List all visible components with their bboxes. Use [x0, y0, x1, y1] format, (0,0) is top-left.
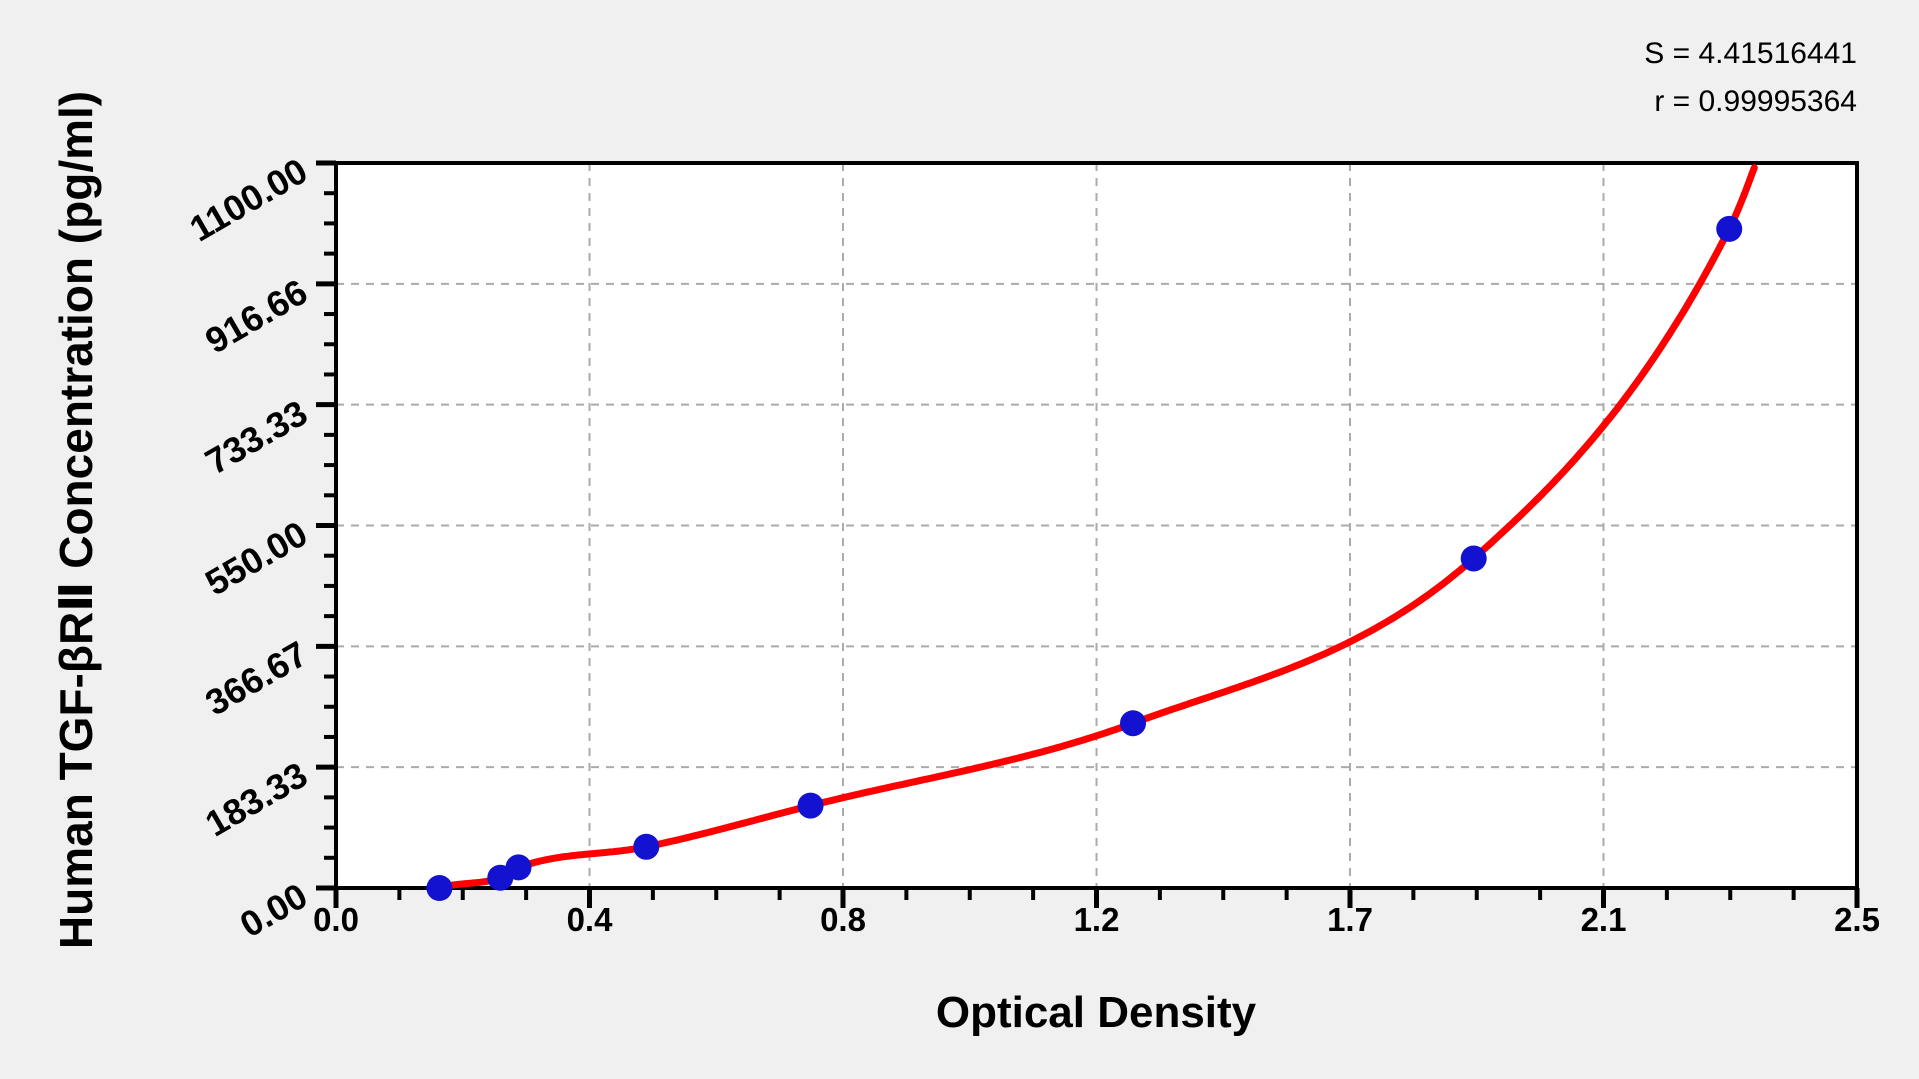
- x-tick-label: 1.7: [1327, 901, 1373, 938]
- fit-statistics: S = 4.41516441 r = 0.99995364: [1644, 30, 1857, 126]
- data-point-marker: [797, 792, 824, 819]
- x-tick-label: 2.5: [1834, 901, 1880, 938]
- data-point-marker: [426, 875, 453, 901]
- data-point-marker: [505, 854, 532, 881]
- x-tick-label: 1.2: [1073, 901, 1120, 938]
- x-tick-label: 0.8: [820, 901, 866, 938]
- r-statistic: r = 0.99995364: [1654, 85, 1857, 118]
- data-point-marker: [633, 833, 660, 860]
- data-point-marker: [1716, 215, 1743, 242]
- x-tick-label: 2.1: [1580, 901, 1627, 938]
- y-axis-title: Human TGF-βRⅡ Concentration (pg/ml): [50, 90, 102, 950]
- x-tick-label: 0.0: [313, 901, 359, 938]
- data-point-marker: [1460, 545, 1487, 572]
- data-point-marker: [1120, 710, 1147, 737]
- s-statistic: S = 4.41516441: [1644, 37, 1857, 70]
- x-tick-label: 0.4: [566, 901, 613, 938]
- x-axis-title: Optical Density: [935, 988, 1257, 1037]
